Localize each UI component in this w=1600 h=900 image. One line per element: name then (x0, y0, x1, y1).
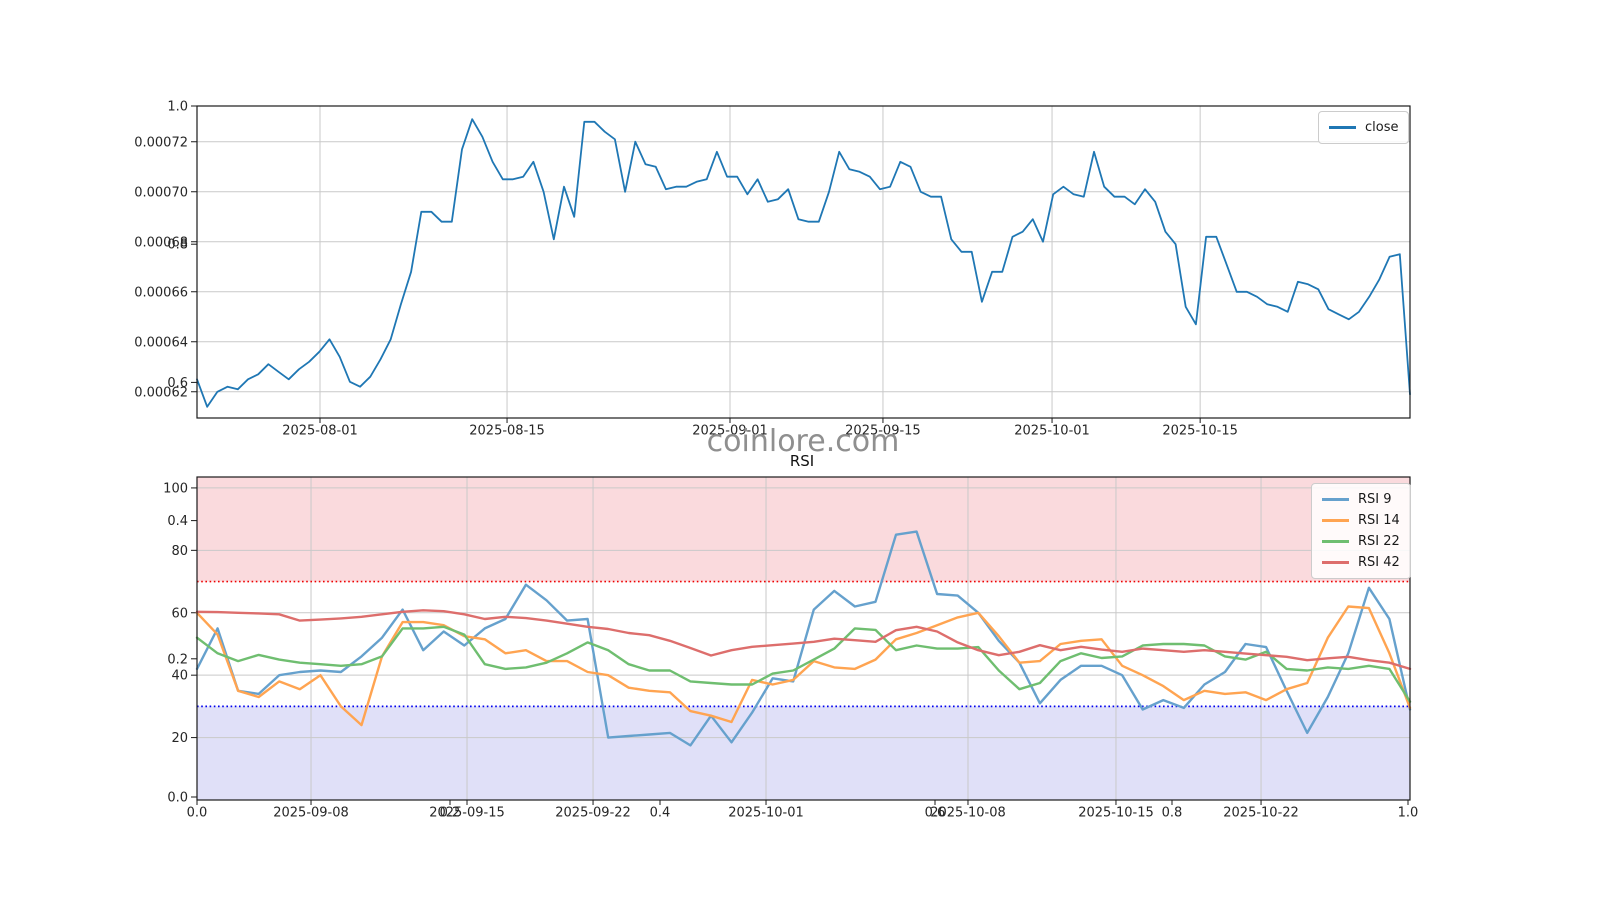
y-tick-label: 40 (171, 669, 188, 684)
overlay-x-tick-label: 0.4 (650, 806, 671, 821)
legend-item-close: close (1329, 117, 1398, 138)
overlay-x-tick-label: 0.8 (1162, 806, 1183, 821)
rsi-chart-title: RSI (789, 452, 815, 470)
plot-frame (196, 476, 1411, 801)
y-tick-label: 0.00066 (134, 285, 188, 300)
y-tick-label: 0.00062 (134, 385, 188, 400)
x-tick-label: 2025-10-22 (1223, 806, 1299, 821)
x-tick-label: 2025-08-01 (282, 424, 358, 439)
overlay-y-tick-label: 0.2 (167, 652, 188, 667)
overlay-x-tick-label: 0.0 (187, 806, 208, 821)
x-tick-label: 2025-09-22 (555, 806, 631, 821)
overlay-x-tick-label: 0.6 (925, 806, 946, 821)
rsi22-line-swatch (1322, 540, 1349, 543)
legend-label-rsi42: RSI 42 (1358, 555, 1400, 570)
legend-label-rsi14: RSI 14 (1358, 513, 1400, 528)
rsi-legend: RSI 9 RSI 14 RSI 22 RSI 42 (1311, 483, 1411, 579)
legend-item-rsi22: RSI 22 (1322, 531, 1400, 552)
legend-label-close: close (1365, 120, 1399, 135)
rsi14-line (195, 605, 1412, 727)
y-tick-label: 0.00068 (134, 235, 188, 250)
legend-item-rsi14: RSI 14 (1322, 510, 1400, 531)
y-tick-label: 80 (171, 544, 188, 559)
rsi9-line (195, 530, 1412, 747)
legend-item-rsi42: RSI 42 (1322, 552, 1400, 573)
overlay-y-tick-label: 0.8 (167, 238, 188, 253)
x-tick-label: 2025-10-01 (1014, 424, 1090, 439)
rsi9-line-swatch (1322, 498, 1349, 501)
legend-label-rsi9: RSI 9 (1358, 492, 1392, 507)
y-tick-label: 0.00072 (134, 135, 188, 150)
x-tick-label: 2025-10-08 (930, 806, 1006, 821)
y-tick-label: 0.00070 (134, 185, 188, 200)
overlay-x-tick-label: 0.2 (440, 806, 461, 821)
rsi42-line (195, 609, 1412, 671)
rsi14-line-swatch (1322, 519, 1349, 522)
overlay-y-tick-label: 1.0 (167, 100, 188, 115)
watermark: coinlore.com (706, 424, 900, 459)
y-tick-label: 100 (163, 481, 188, 496)
overlay-x-tick-label: 1.0 (1398, 806, 1419, 821)
y-tick-label: 20 (171, 731, 188, 746)
overlay-y-tick-label: 0.4 (167, 514, 188, 529)
close-line-swatch (1329, 126, 1356, 129)
x-tick-label: 2025-10-15 (1078, 806, 1154, 821)
legend-item-rsi9: RSI 9 (1322, 489, 1400, 510)
rsi-chart: 100 80 60 40 20 2025-09-08 2025-09-15 2025-09-2… (163, 476, 1412, 821)
y-tick-label: 60 (171, 606, 188, 621)
legend-label-rsi22: RSI 22 (1358, 534, 1400, 549)
plot-frame (196, 105, 1411, 419)
x-tick-label: 2025-09-15 (845, 424, 921, 439)
price-chart: 0.00072 0.00070 0.00068 0.00066 0.00064 0.000… (134, 105, 1411, 439)
overbought-band (197, 477, 1410, 582)
overlay-y-tick-label: 0.0 (167, 791, 188, 806)
rsi42-line-swatch (1322, 561, 1349, 564)
x-tick-label: 2025-09-01 (692, 424, 768, 439)
x-tick-label: 2025-10-15 (1162, 424, 1238, 439)
x-tick-label: 2025-08-15 (469, 424, 545, 439)
x-tick-label: 2025-09-15 (429, 806, 505, 821)
price-legend: close (1318, 111, 1410, 144)
overlay-y-tick-label: 0.6 (167, 376, 188, 391)
x-tick-label: 2025-10-01 (728, 806, 804, 821)
y-tick-label: 0.00064 (134, 335, 188, 350)
x-tick-label: 2025-09-08 (273, 806, 349, 821)
close-line (196, 118, 1411, 408)
rsi22-line (195, 625, 1412, 703)
oversold-band (197, 706, 1410, 800)
